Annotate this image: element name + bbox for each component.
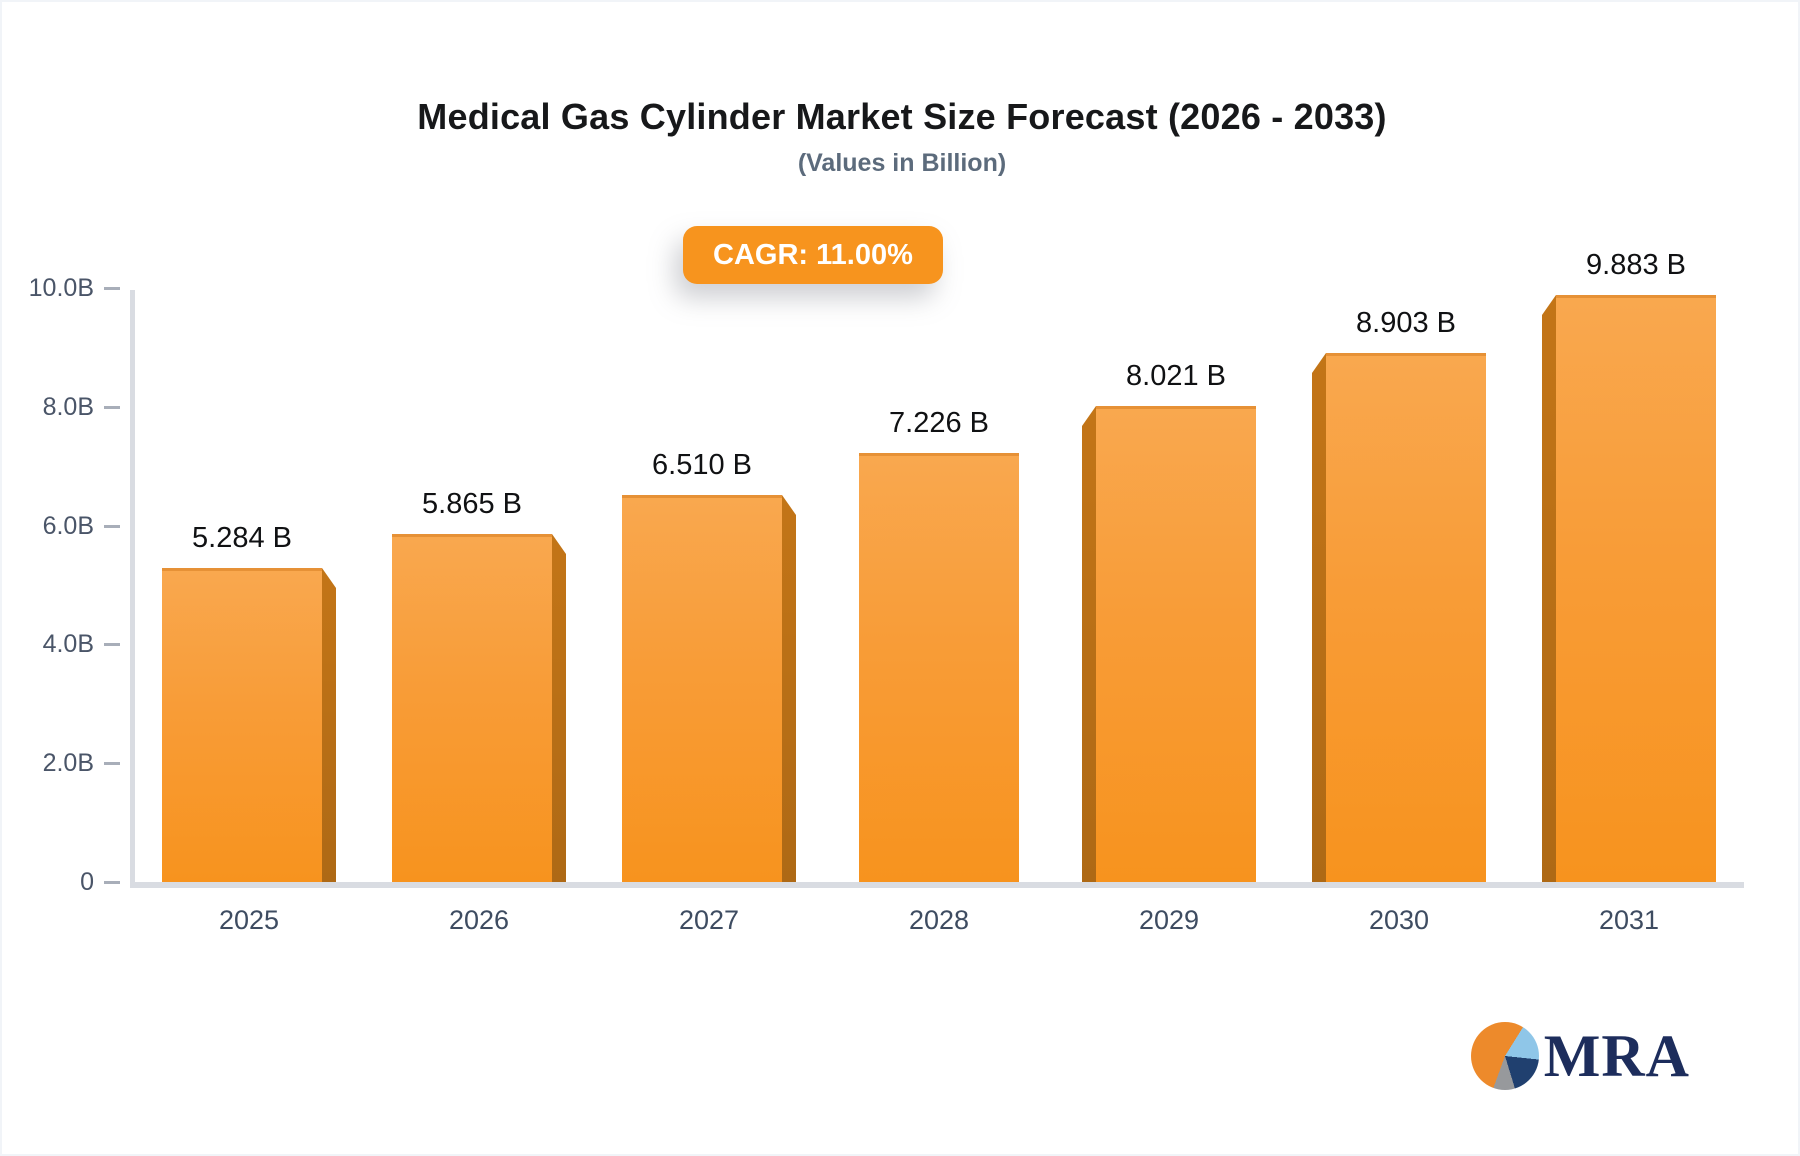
bar-side-3d [1312, 353, 1326, 882]
y-axis-line [130, 290, 135, 884]
bar-face [622, 495, 782, 882]
bar-face [1326, 353, 1486, 882]
bar-face [162, 568, 322, 882]
bar-side-3d [322, 568, 336, 882]
y-tick-mark [104, 881, 120, 884]
bar-value-label: 5.865 B [422, 488, 522, 520]
bar-value-label: 8.021 B [1126, 360, 1226, 392]
bar-side-3d [1082, 406, 1096, 882]
bar-group-2027: 6.510 B [594, 252, 824, 882]
bar-value-label: 6.510 B [652, 449, 752, 481]
x-axis-label-2025: 2025 [218, 905, 280, 935]
y-tick-label: 0 [80, 868, 94, 896]
bar-2025: 5.284 B [162, 522, 336, 882]
x-axis-label-2031: 2031 [1598, 905, 1660, 935]
bar-group-2025: 5.284 B [134, 252, 364, 882]
bar-value-label: 5.284 B [192, 522, 292, 554]
bar-side-3d [1542, 295, 1556, 882]
chart-title: Medical Gas Cylinder Market Size Forecas… [417, 96, 1387, 137]
x-axis-line [130, 882, 1744, 888]
bar-2031: 9.883 B [1542, 249, 1716, 882]
y-tick-mark [104, 643, 120, 647]
mra-logo-text: MRA [1543, 1023, 1690, 1089]
x-axis-label-2028: 2028 [908, 905, 970, 935]
x-axis-label-2026: 2026 [448, 905, 510, 935]
bar-value-label: 7.226 B [889, 407, 989, 439]
x-axis-label-2030: 2030 [1368, 905, 1430, 935]
y-tick-label: 10.0B [28, 274, 94, 302]
bar-2028: 7.226 B [859, 407, 1019, 882]
x-axis-labels: 2025 2026 2027 2028 2029 2030 2031 [134, 905, 1744, 936]
bar-face [1556, 295, 1716, 882]
y-tick-mark [104, 762, 120, 766]
x-axis-label-2029: 2029 [1138, 905, 1200, 935]
bar-2027: 6.510 B [622, 449, 796, 882]
y-tick-mark [104, 405, 120, 409]
bar-2026: 5.865 B [392, 488, 566, 882]
bar-group-2031: 9.883 B [1514, 249, 1744, 882]
bar-face [392, 534, 552, 882]
bar-value-label: 8.903 B [1356, 307, 1456, 339]
mra-logo: MRA [1470, 1022, 1690, 1090]
bar-face [1096, 406, 1256, 882]
bar-side-3d [552, 534, 566, 882]
x-axis-label-2027: 2027 [678, 905, 740, 935]
bar-group-2026: 5.865 B [364, 252, 594, 882]
bar-side-3d [782, 495, 796, 882]
bar-2030: 8.903 B [1312, 307, 1486, 882]
y-tick-label: 8.0B [42, 392, 94, 421]
y-tick-mark [104, 287, 120, 290]
y-tick-label: 4.0B [42, 630, 94, 659]
mra-pie-icon [1470, 1022, 1539, 1090]
chart-subtitle: (Values in Billion) [797, 149, 1007, 177]
bar-value-label: 9.883 B [1586, 249, 1686, 281]
cagr-badge: CAGR: 11.00% [683, 226, 943, 284]
bar-group-2028: 7.226 B [824, 252, 1054, 882]
bar-series: 5.284 B 5.865 B 6.510 B 7.226 B 8.021 B 8.903… [134, 249, 1744, 882]
bar-face [859, 453, 1019, 882]
cagr-badge-label: CAGR: 11.00% [713, 238, 913, 271]
y-tick-label: 6.0B [42, 511, 94, 540]
y-tick-label: 2.0B [42, 749, 94, 778]
bar-2029: 8.021 B [1082, 360, 1256, 882]
bar-group-2029: 8.021 B [1054, 252, 1284, 882]
y-tick-mark [104, 524, 120, 528]
bar-group-2030: 8.903 B [1284, 252, 1514, 882]
